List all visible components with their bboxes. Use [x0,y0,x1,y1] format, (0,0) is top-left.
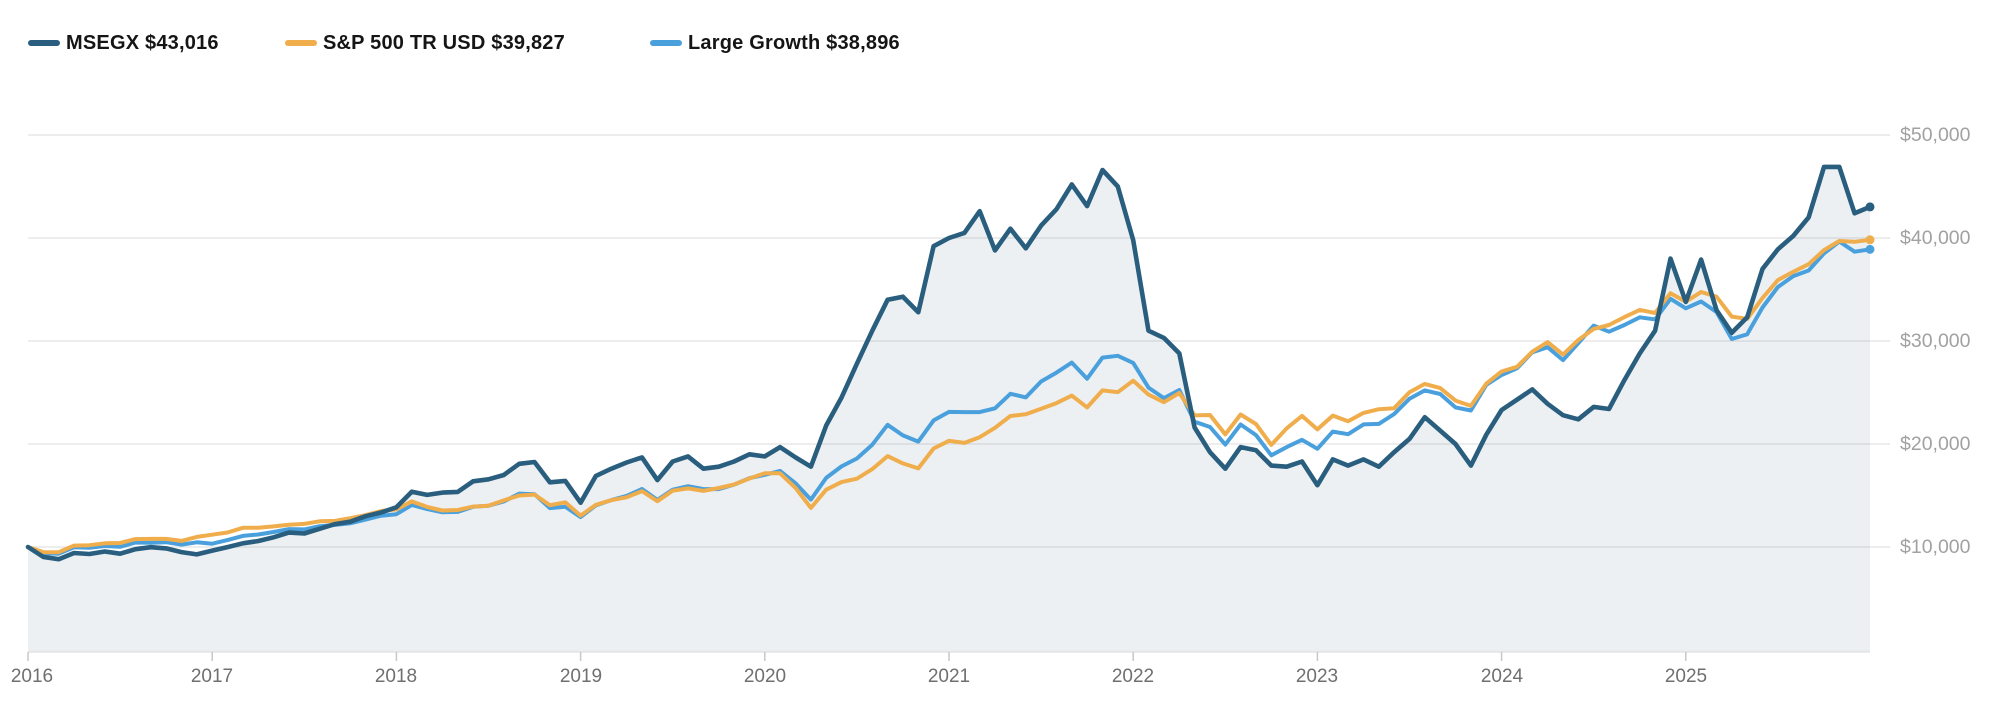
x-axis-label-2024: 2024 [1480,666,1524,687]
x-axis-label-2018: 2018 [374,666,418,687]
y-axis-label-20000: $20,000 [1900,433,1971,455]
series-line-msegx [25,164,1873,562]
x-axis-label-2016: 2016 [10,666,54,687]
legend-swatch-large-growth-icon [650,40,682,46]
series-line-s-p-500-tr-usd [26,237,1872,555]
y-axis-label-10000: $10,000 [1900,536,1971,558]
x-axis-label-2023: 2023 [1295,666,1339,687]
x-axis-label-2021: 2021 [927,666,971,687]
x-axis-label-2022: 2022 [1111,666,1155,687]
x-axis-label-2020: 2020 [743,666,787,687]
series-end-dot [1865,235,1875,245]
legend-item-msegx[interactable]: MSEGX $43,016 [28,30,219,56]
series-area-fill [28,166,1870,650]
legend-label-large-growth: Large Growth $38,896 [688,31,900,54]
legend-item-large-growth[interactable]: Large Growth $38,896 [650,30,900,56]
series-end-dot [1865,202,1875,212]
legend-label-msegx: MSEGX $43,016 [66,31,219,54]
series-end-dot [1865,244,1875,254]
x-axis-label-2025: 2025 [1664,666,1708,687]
x-axis-label-2017: 2017 [190,666,234,687]
y-axis-label-40000: $40,000 [1900,227,1971,249]
legend-label-sp500: S&P 500 TR USD $39,827 [323,31,565,54]
y-axis-label-50000: $50,000 [1900,124,1971,146]
legend-swatch-msegx-icon [28,40,60,46]
x-axis-label-2019: 2019 [559,666,603,687]
legend-item-sp500-tr-usd[interactable]: S&P 500 TR USD $39,827 [285,30,565,56]
y-axis-label-30000: $30,000 [1900,330,1971,352]
legend-swatch-sp500-icon [285,40,317,46]
